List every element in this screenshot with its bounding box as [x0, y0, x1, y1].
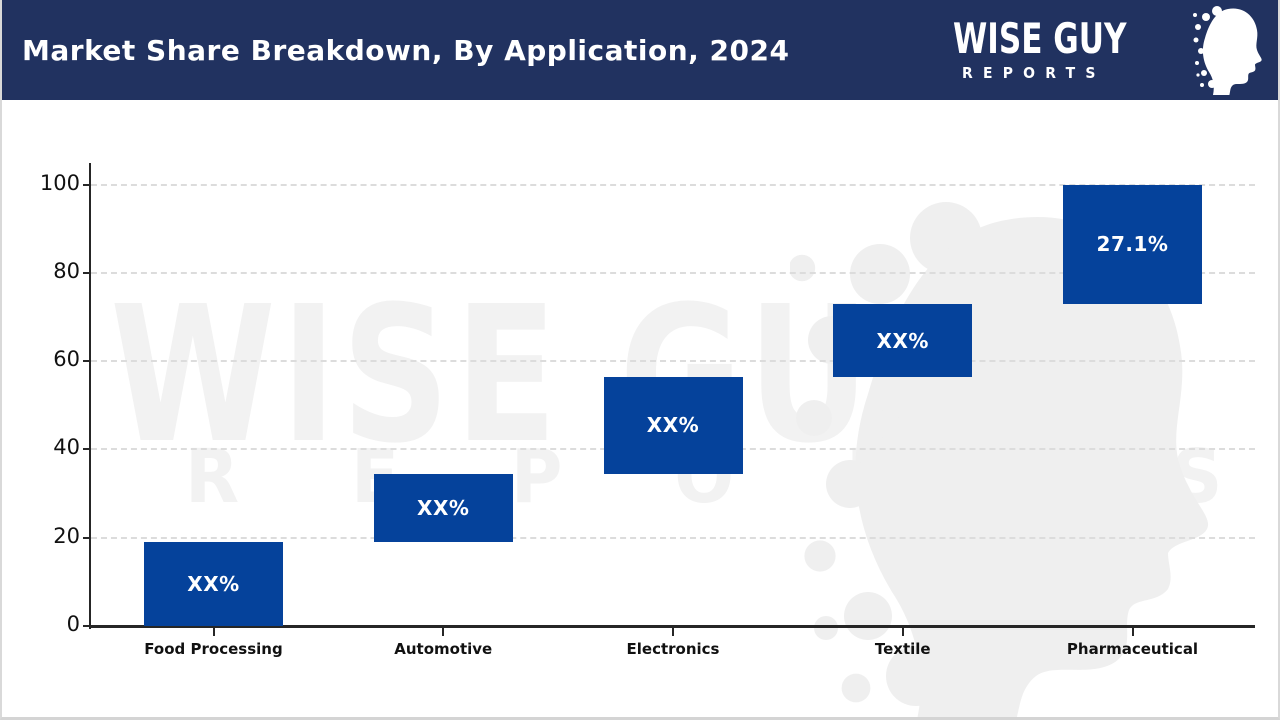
- y-axis-tick: [83, 448, 91, 451]
- x-axis-category-label: Textile: [874, 640, 931, 658]
- x-axis-line: [89, 625, 1255, 628]
- y-axis-tick-label: 20: [53, 523, 80, 548]
- bar-automotive: XX%: [373, 473, 513, 543]
- gridline: [91, 360, 1255, 363]
- y-axis-tick: [83, 271, 91, 274]
- y-axis-tick: [83, 536, 91, 539]
- bar-value-label: XX%: [187, 572, 240, 597]
- watermark-face-icon: [790, 202, 1209, 717]
- y-axis-tick-label: 40: [53, 435, 80, 460]
- wise-guy-reports-logo: WISE GUY REPORTS: [953, 0, 1264, 100]
- x-axis-category-label: Pharmaceutical: [1066, 640, 1199, 658]
- gridline: [91, 271, 1255, 274]
- watermark-wordmark: WISE GU: [110, 266, 875, 485]
- x-axis-category-label: Electronics: [626, 640, 720, 658]
- gridline: [91, 536, 1255, 539]
- bar-textile: XX%: [833, 304, 973, 377]
- gridline: [91, 183, 1255, 186]
- bar-value-label: 27.1%: [1096, 232, 1169, 257]
- y-axis-tick: [83, 625, 91, 627]
- logo-subtitle: REPORTS: [962, 64, 1107, 82]
- logo-wordmark: WISE GUY: [953, 14, 1128, 63]
- header-bar: Market Share Breakdown, By Application, …: [2, 0, 1278, 100]
- y-axis-line: [89, 163, 91, 629]
- bar-value-label: XX%: [646, 413, 700, 438]
- y-axis-tick-label: 60: [53, 347, 80, 372]
- x-axis-tick: [442, 627, 445, 636]
- logo-text: WISE GUY REPORTS: [953, 14, 1188, 83]
- x-axis-category-label: Automotive: [394, 640, 493, 658]
- y-axis-tick: [83, 183, 91, 186]
- bar-pharmaceutical: 27.1%: [1063, 184, 1202, 305]
- x-axis-tick: [901, 627, 904, 636]
- y-axis-tick: [83, 360, 91, 363]
- page-title: Market Share Breakdown, By Application, …: [22, 33, 790, 67]
- x-axis-category-label: Food Processing: [144, 640, 283, 658]
- bar-value-label: XX%: [417, 495, 470, 520]
- x-axis-tick: [1131, 627, 1134, 636]
- bar-value-label: XX%: [876, 328, 929, 353]
- y-axis-tick-label: 0: [66, 612, 80, 636]
- y-axis-tick-label: 80: [53, 258, 80, 283]
- x-axis-tick: [212, 627, 215, 636]
- bar-electronics: XX%: [603, 376, 743, 474]
- bar-food-processing: XX%: [144, 542, 283, 626]
- y-axis-tick-label: 100: [39, 170, 80, 195]
- wiseguy-face-icon: [1193, 6, 1262, 95]
- x-axis-tick: [672, 627, 674, 636]
